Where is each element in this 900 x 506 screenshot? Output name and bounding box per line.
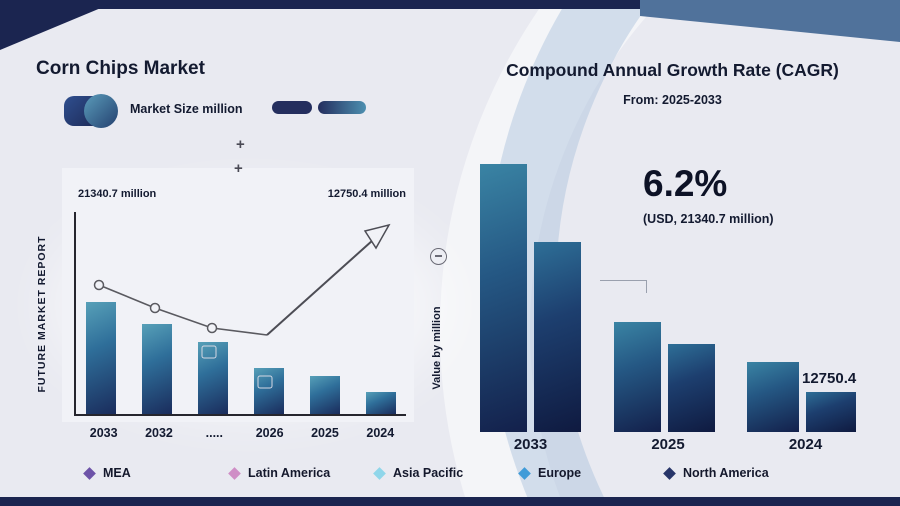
left-bar-2033 — [86, 302, 116, 414]
right-bar-secondary-2025 — [667, 344, 715, 432]
legend-label: MEA — [103, 466, 131, 480]
left-xaxis-label: 2024 — [366, 426, 395, 440]
decor-step-line — [600, 280, 647, 293]
left-chart-axes — [74, 212, 406, 416]
decor-capsule-navy — [272, 101, 312, 114]
right-bar-group-2025 — [613, 322, 715, 432]
legend-diamond-icon — [83, 466, 96, 480]
right-bar-group-2024 — [747, 362, 856, 432]
left-xaxis-label: ..... — [205, 426, 223, 440]
series-legend-label: Market Size million — [130, 102, 243, 116]
decor-plus-icon: + — [236, 136, 245, 153]
left-chart-panel: 21340.7 million 12750.4 million — [62, 168, 414, 422]
page-title: Corn Chips Market — [36, 58, 205, 79]
left-bar-..... — [198, 342, 228, 414]
legend-item-asia-pacific: Asia Pacific — [373, 466, 520, 480]
right-bar-secondary-2024 — [806, 392, 856, 432]
decor-minus-dash — [435, 255, 442, 257]
left-bar-2025 — [310, 376, 340, 414]
left-xaxis-label: 2032 — [145, 426, 173, 440]
left-xaxis-label: 2025 — [311, 426, 339, 440]
market-size-icon-front — [84, 94, 118, 128]
legend-item-mea: MEA — [83, 466, 230, 480]
right-chart-annotation-2024: 12750.4 — [802, 370, 857, 387]
legend-diamond-icon — [373, 466, 386, 480]
right-xaxis-label: 2025 — [651, 436, 685, 453]
left-bars — [76, 212, 406, 414]
cagr-period: From: 2025-2033 — [623, 93, 722, 107]
legend-diamond-icon — [518, 466, 531, 480]
top-border-strip — [0, 0, 900, 9]
left-chart-ylabel: Value by million — [431, 306, 443, 390]
left-bar-2024 — [366, 392, 396, 414]
cagr-value: 6.2% — [643, 163, 728, 204]
legend-item-europe: Europe — [518, 466, 665, 480]
legend-diamond-icon — [663, 466, 676, 480]
top-left-corner-shape — [0, 0, 120, 50]
legend-item-latin-america: Latin America — [228, 466, 375, 480]
left-xaxis-labels: 2033 2032..... 2026 2025 2024 — [62, 426, 414, 440]
cagr-title: Compound Annual Growth Rate (CAGR) — [506, 60, 839, 80]
legend: MEA Latin America Asia Pacific Europe North … — [83, 466, 810, 480]
decor-capsule-gradient — [318, 101, 366, 114]
market-size-icon — [64, 94, 122, 128]
left-chart-last-value: 12750.4 million — [327, 188, 406, 200]
right-xaxis-labels: 2033 2025 2024 — [480, 436, 856, 453]
cagr-basis: (USD, 21340.7 million) — [643, 212, 774, 226]
legend-item-north-america: North America — [663, 466, 810, 480]
left-bar-2032 — [142, 324, 172, 414]
right-bar-group-2033 — [480, 164, 581, 432]
legend-label: Europe — [538, 466, 582, 480]
decor-circle-minus-icon — [430, 248, 447, 265]
right-bars — [480, 160, 856, 432]
left-xaxis-label: 2026 — [255, 426, 284, 440]
left-xaxis-label: 2033 — [89, 426, 118, 440]
left-bar-2026 — [254, 368, 284, 414]
right-bar-secondary-2033 — [534, 242, 581, 432]
right-xaxis-label: 2033 — [513, 436, 548, 453]
legend-label: Asia Pacific — [393, 466, 464, 480]
legend-label: Latin America — [248, 466, 331, 480]
right-xaxis-label: 2024 — [788, 436, 823, 453]
legend-diamond-icon — [228, 466, 241, 480]
decor-plus-icon: + — [234, 160, 243, 177]
bottom-border-strip — [0, 497, 900, 506]
left-chart-first-value: 21340.7 million — [78, 188, 157, 200]
legend-label: North America — [683, 466, 769, 480]
right-bar-primary-2025 — [613, 322, 661, 432]
left-vertical-watermark: FUTURE MARKET REPORT — [36, 235, 48, 393]
right-bar-primary-2033 — [480, 164, 527, 432]
right-bar-primary-2024 — [747, 362, 799, 432]
